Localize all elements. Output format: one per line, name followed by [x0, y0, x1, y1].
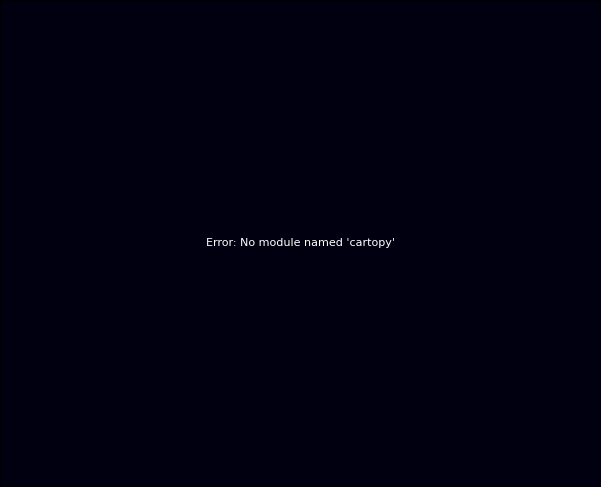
Text: Error: No module named 'cartopy': Error: No module named 'cartopy': [206, 239, 395, 248]
